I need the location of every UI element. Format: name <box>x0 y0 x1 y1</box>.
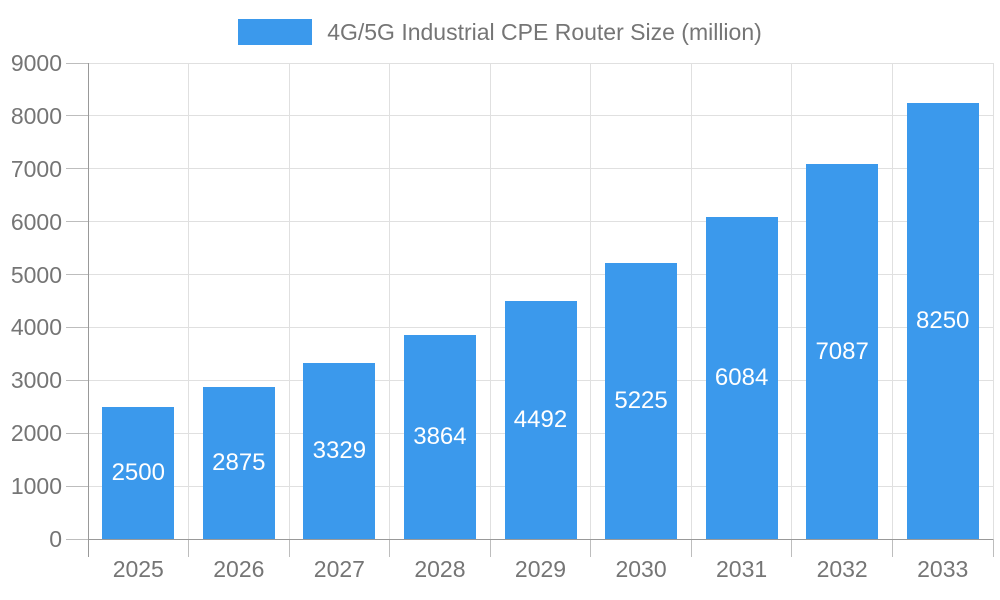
gridline-vertical <box>791 63 793 539</box>
x-axis-tick-label: 2033 <box>917 556 969 582</box>
gridline-vertical <box>188 63 190 539</box>
bar-value-label: 3329 <box>312 436 367 464</box>
bar-value-label: 8250 <box>916 306 970 334</box>
bar-2032[interactable]: 7087 <box>806 164 879 539</box>
y-axis-tick-label: 0 <box>49 526 62 552</box>
gridline-vertical <box>389 63 391 539</box>
bar-value-label: 6084 <box>714 364 769 392</box>
y-axis-tick-label: 4000 <box>10 314 62 341</box>
y-axis-tick <box>66 274 88 276</box>
gridline-vertical <box>489 63 491 539</box>
bar-value-label: 4492 <box>513 406 568 434</box>
x-axis-tick-label: 2028 <box>414 556 466 582</box>
bar-value-label: 2875 <box>212 448 266 476</box>
bar-2030[interactable]: 5225 <box>605 262 678 539</box>
y-axis-tick-label: 1000 <box>10 473 62 500</box>
x-axis-tick-label: 2025 <box>112 556 164 582</box>
x-axis-line <box>88 539 993 540</box>
bar-value-label: 7087 <box>815 337 869 365</box>
bar-value-label: 5225 <box>614 386 668 414</box>
y-axis-tick <box>66 62 88 64</box>
x-axis-tick <box>288 539 290 557</box>
y-axis-tick <box>66 326 88 328</box>
x-axis-tick-label: 2032 <box>816 556 868 582</box>
gridline-horizontal <box>88 274 993 276</box>
bar-2026[interactable]: 2875 <box>202 386 275 539</box>
gridline-vertical <box>690 63 692 539</box>
gridline-horizontal <box>88 168 993 170</box>
gridline-vertical <box>891 63 893 539</box>
y-axis-tick <box>66 115 88 117</box>
bar-2028[interactable]: 3864 <box>403 334 476 539</box>
x-axis-tick-label: 2027 <box>313 556 365 582</box>
bar-2027[interactable]: 3329 <box>303 362 376 539</box>
x-axis-tick <box>590 539 592 557</box>
bar-2029[interactable]: 4492 <box>504 301 577 539</box>
gridline-vertical <box>992 63 994 539</box>
gridline-horizontal <box>88 221 993 223</box>
legend-label: 4G/5G Industrial CPE Router Size (millio… <box>327 18 762 45</box>
gridline-vertical <box>590 63 592 539</box>
legend-swatch <box>238 19 313 45</box>
y-axis-tick <box>66 221 88 223</box>
x-axis-tick <box>690 539 692 557</box>
x-axis-tick-label: 2026 <box>213 556 265 582</box>
x-axis-tick <box>791 539 793 557</box>
x-axis-tick <box>992 539 994 557</box>
y-axis-tick-label: 8000 <box>10 102 62 129</box>
x-axis-tick-label: 2031 <box>716 556 768 582</box>
y-axis-tick-label: 7000 <box>10 155 62 182</box>
y-axis-tick <box>66 538 88 540</box>
gridline-vertical <box>288 63 290 539</box>
y-axis-tick-label: 3000 <box>10 367 62 394</box>
y-axis-tick-label: 9000 <box>10 50 62 76</box>
bar-2025[interactable]: 2500 <box>102 406 175 539</box>
y-axis-line <box>88 63 89 557</box>
bar-value-label: 3864 <box>413 422 467 450</box>
gridline-horizontal <box>88 115 993 117</box>
gridline-horizontal <box>88 62 993 64</box>
y-axis-tick-label: 6000 <box>10 208 62 235</box>
y-axis-tick-label: 2000 <box>10 420 62 447</box>
chart-legend[interactable]: 4G/5G Industrial CPE Router Size (millio… <box>0 17 1000 47</box>
y-axis-tick <box>66 485 88 487</box>
y-axis-tick <box>66 379 88 381</box>
x-axis-tick <box>188 539 190 557</box>
bar-2033[interactable]: 8250 <box>906 102 979 539</box>
y-axis-tick <box>66 168 88 170</box>
x-axis-tick-label: 2030 <box>615 556 667 582</box>
x-axis-tick <box>389 539 391 557</box>
y-axis-tick-label: 5000 <box>10 261 62 288</box>
x-axis-tick <box>891 539 893 557</box>
bar-value-label: 2500 <box>111 458 165 486</box>
bar-2031[interactable]: 6084 <box>705 217 778 539</box>
x-axis-tick <box>489 539 491 557</box>
x-axis-tick-label: 2029 <box>514 556 567 582</box>
y-axis-tick <box>66 432 88 434</box>
